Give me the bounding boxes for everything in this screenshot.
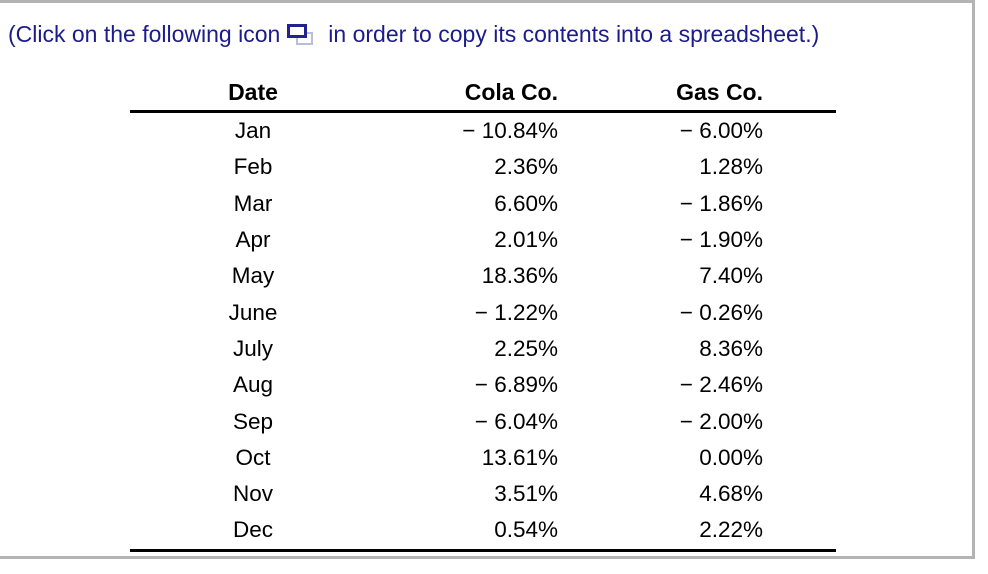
cola-cell: − 6.04% [474,408,558,434]
table-row: Nov 3.51% 4.68% [130,476,836,512]
gas-cell: 2.22% [699,517,763,543]
cola-cell: − 6.89% [474,372,558,398]
cola-cell: 3.51% [494,481,558,507]
table-row: Sep − 6.04% − 2.00% [130,403,836,439]
instruction-text: (Click on the following icon in order to… [8,19,819,49]
table-row: Dec 0.54% 2.22% [130,512,836,548]
table-row: June − 1.22% − 0.26% [130,294,836,330]
date-cell: Mar [233,190,273,216]
gas-cell: − 6.00% [679,118,763,144]
date-cell: Aug [232,372,274,398]
copy-icon-front-rect [287,24,308,38]
gas-cell: 1.28% [699,154,763,180]
table-row: Feb 2.36% 1.28% [130,149,836,185]
bottom-rule [130,548,836,552]
date-cell: Dec [232,517,273,543]
cola-cell: 13.61% [481,444,558,470]
cola-cell: 2.36% [494,154,558,180]
gas-cell: 7.40% [699,263,763,289]
table-row: July 2.25% 8.36% [130,331,836,367]
date-cell: Jan [234,118,272,144]
header-cola: Cola Co. [464,79,558,105]
gas-cell: − 2.46% [679,372,763,398]
cola-cell: 18.36% [481,263,558,289]
date-cell: Feb [233,154,273,180]
cola-cell: 2.01% [494,227,558,253]
table-row: Aug − 6.89% − 2.46% [130,367,836,403]
header-date: Date [228,79,278,105]
date-cell: June [228,299,278,325]
instruction-suffix: in order to copy its contents into a spr… [328,21,820,47]
gas-cell: − 0.26% [679,299,763,325]
date-cell: Oct [235,444,271,470]
cola-cell: − 10.84% [462,118,558,144]
date-cell: Sep [232,408,274,434]
gas-cell: − 1.86% [679,190,763,216]
instruction-prefix: (Click on the following icon [8,21,281,47]
date-cell: Apr [235,227,271,253]
table-header-row: Date Cola Co. Gas Co. [130,75,836,110]
cola-cell: 2.25% [494,335,558,361]
gas-cell: 8.36% [699,335,763,361]
date-cell: July [232,335,273,361]
gas-cell: − 2.00% [679,408,763,434]
header-gas: Gas Co. [676,79,763,105]
date-cell: Nov [232,481,273,507]
table-row: Apr 2.01% − 1.90% [130,222,836,258]
gas-cell: 4.68% [699,481,763,507]
table-row: Oct 13.61% 0.00% [130,440,836,476]
cola-cell: 6.60% [494,190,558,216]
cola-cell: 0.54% [494,517,558,543]
gas-cell: − 1.90% [679,227,763,253]
content-panel: (Click on the following icon in order to… [0,0,975,559]
table-row: Mar 6.60% − 1.86% [130,186,836,222]
gas-cell: 0.00% [699,444,763,470]
returns-table: Date Cola Co. Gas Co. Jan − 10.84% − 6.0… [130,75,836,552]
copy-icon[interactable] [287,21,314,47]
table-row: May 18.36% 7.40% [130,258,836,294]
date-cell: May [231,263,275,289]
table-row: Jan − 10.84% − 6.00% [130,113,836,149]
header-rule [130,110,836,113]
cola-cell: − 1.22% [474,299,558,325]
